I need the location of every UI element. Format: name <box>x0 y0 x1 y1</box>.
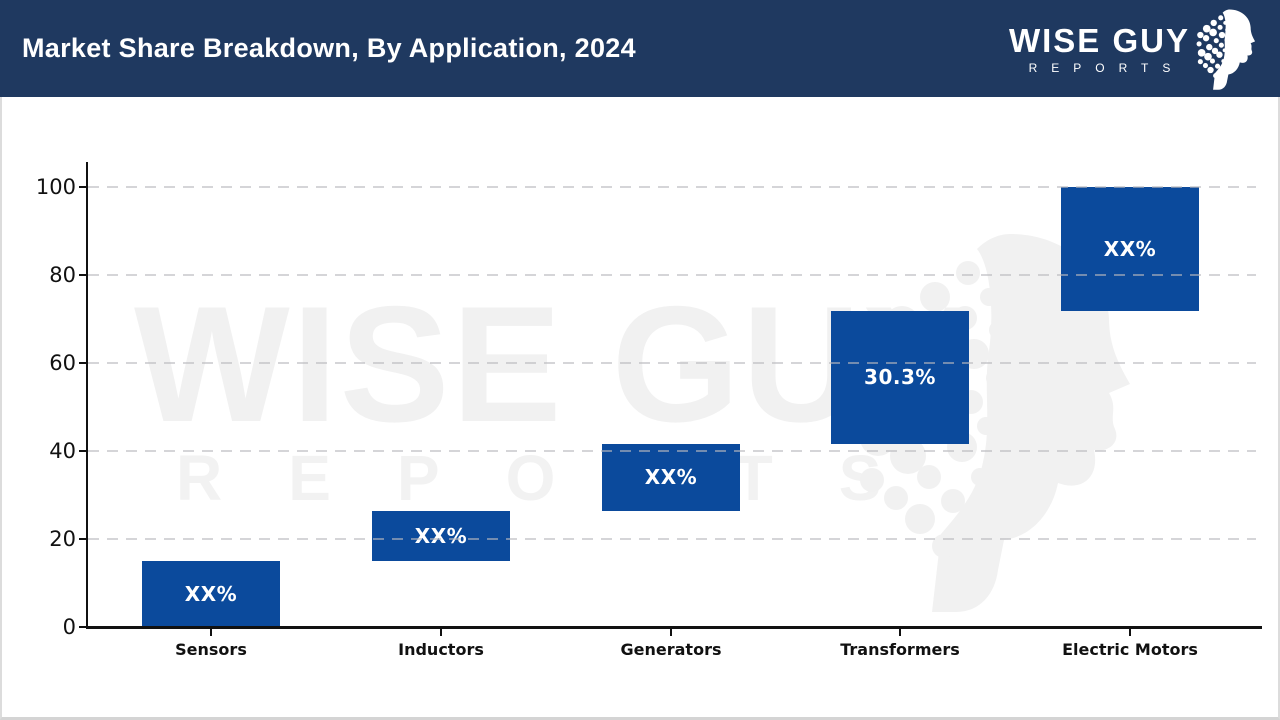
bar-value-label: XX% <box>414 523 468 548</box>
y-tick-mark-60 <box>79 362 87 364</box>
y-tick-label-20: 20 <box>49 527 76 551</box>
y-tick-label-80: 80 <box>49 263 76 287</box>
gridline-100 <box>88 186 1256 188</box>
y-tick-mark-80 <box>79 274 87 276</box>
watermark-subtitle: REPORTS <box>176 442 948 514</box>
logo-text: WISE GUY REPORTS <box>1009 24 1190 74</box>
x-tick-mark-0 <box>210 629 212 636</box>
gridline-60 <box>88 362 1256 364</box>
category-label-transformers: Transformers <box>840 640 960 659</box>
category-label-electric-motors: Electric Motors <box>1062 640 1198 659</box>
y-tick-label-60: 60 <box>49 351 76 375</box>
bar-generators: XX% <box>602 443 740 511</box>
bar-transformers: 30.3% <box>831 310 969 444</box>
category-label-sensors: Sensors <box>175 640 247 659</box>
wise-guy-logo: WISE GUY REPORTS <box>1009 7 1264 91</box>
gridline-20 <box>88 538 1256 540</box>
bar-sensors: XX% <box>142 561 280 627</box>
gridline-40 <box>88 450 1256 452</box>
y-tick-mark-100 <box>79 186 87 188</box>
bar-value-label: XX% <box>644 465 698 490</box>
chart-card-border <box>0 97 1280 720</box>
x-axis-line <box>86 626 1262 629</box>
header-bar: Market Share Breakdown, By Application, … <box>0 0 1280 97</box>
y-tick-label-40: 40 <box>49 439 76 463</box>
y-axis-line <box>86 162 88 629</box>
logo-face-icon <box>1196 9 1256 90</box>
y-tick-label-100: 100 <box>35 175 76 199</box>
page-title: Market Share Breakdown, By Application, … <box>22 33 636 63</box>
y-tick-label-0: 0 <box>62 615 76 639</box>
y-tick-mark-20 <box>79 538 87 540</box>
gridline-80 <box>88 274 1256 276</box>
category-label-generators: Generators <box>620 640 722 659</box>
x-tick-mark-1 <box>440 629 442 636</box>
bar-value-label: 30.3% <box>864 365 936 390</box>
x-tick-mark-2 <box>670 629 672 636</box>
logo-wordmark: WISE GUY <box>1008 21 1190 59</box>
logo-subtitle: REPORTS <box>1028 60 1185 75</box>
x-tick-mark-3 <box>899 629 901 636</box>
y-tick-mark-40 <box>79 450 87 452</box>
bar-electric-motors: XX% <box>1061 187 1199 311</box>
bar-value-label: XX% <box>1103 236 1157 261</box>
category-label-inductors: Inductors <box>398 640 484 659</box>
bar-value-label: XX% <box>184 582 238 606</box>
x-tick-mark-4 <box>1129 629 1131 636</box>
bar-inductors: XX% <box>372 510 510 561</box>
y-tick-mark-0 <box>79 626 87 628</box>
